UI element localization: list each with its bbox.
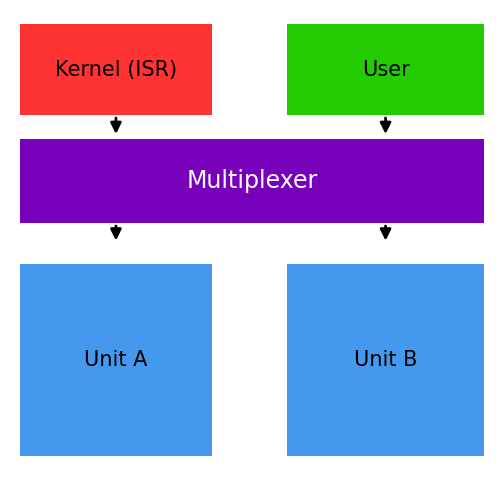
Text: User: User — [362, 60, 409, 80]
FancyBboxPatch shape — [287, 264, 484, 456]
FancyBboxPatch shape — [20, 139, 484, 223]
Text: Unit A: Unit A — [84, 350, 148, 370]
FancyBboxPatch shape — [287, 24, 484, 115]
Text: Unit B: Unit B — [354, 350, 417, 370]
FancyBboxPatch shape — [20, 24, 212, 115]
Text: Multiplexer: Multiplexer — [186, 169, 318, 193]
Text: Kernel (ISR): Kernel (ISR) — [55, 60, 177, 80]
FancyBboxPatch shape — [20, 264, 212, 456]
